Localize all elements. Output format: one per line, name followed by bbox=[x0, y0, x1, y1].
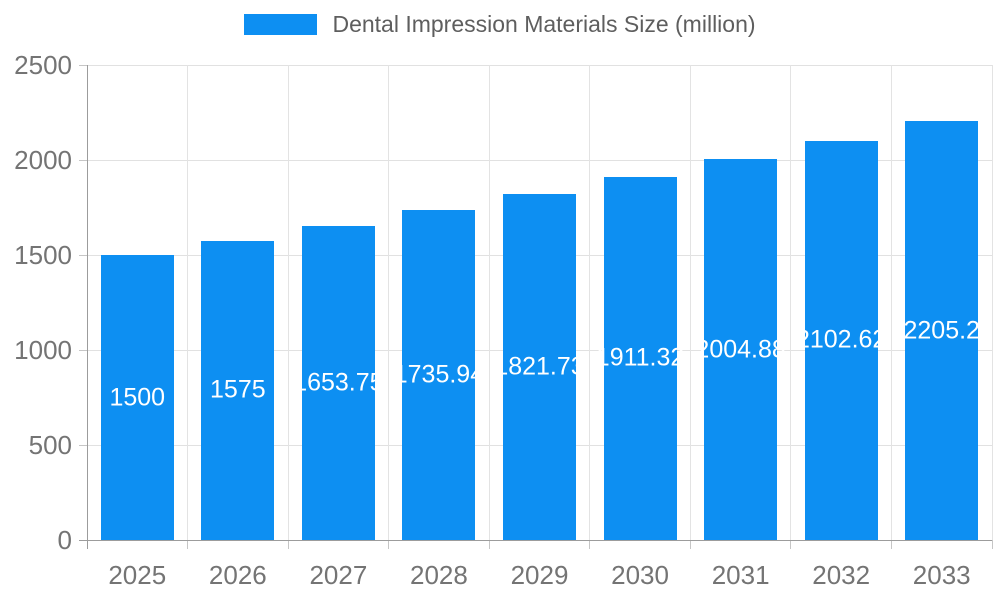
x-tick-mark bbox=[488, 540, 490, 549]
bar[interactable] bbox=[201, 240, 275, 540]
chart-legend: Dental Impression Materials Size (millio… bbox=[0, 13, 1000, 36]
y-axis-tick-label: 1500 bbox=[14, 240, 72, 270]
y-tick-mark bbox=[79, 444, 87, 446]
x-axis-tick-label: 2029 bbox=[510, 560, 569, 590]
x-tick-mark bbox=[187, 540, 189, 549]
bar[interactable] bbox=[704, 159, 778, 540]
bar-value-label: 1500 bbox=[109, 383, 166, 411]
bar-value-label: 2205.2 bbox=[903, 316, 980, 344]
bar[interactable] bbox=[301, 225, 375, 540]
x-tick-mark bbox=[689, 540, 691, 549]
x-axis-tick-label: 2026 bbox=[208, 560, 267, 590]
x-gridline bbox=[890, 65, 892, 540]
x-gridline bbox=[488, 65, 490, 540]
x-gridline bbox=[589, 65, 591, 540]
x-gridline bbox=[991, 65, 993, 540]
y-tick-mark bbox=[79, 349, 87, 351]
x-gridline bbox=[689, 65, 691, 540]
bar-value-label: 2004.88 bbox=[695, 335, 786, 364]
x-axis-tick-label: 2027 bbox=[309, 560, 368, 590]
y-axis-tick-label: 2500 bbox=[14, 50, 72, 80]
x-axis-tick-label: 2028 bbox=[410, 560, 468, 590]
x-tick-mark bbox=[790, 540, 792, 549]
y-axis-tick-label: 500 bbox=[28, 430, 72, 460]
x-gridline bbox=[287, 65, 289, 540]
bar-value-label: 2102.62 bbox=[795, 325, 887, 354]
bar-value-label: 1653.75 bbox=[293, 368, 384, 397]
x-axis-tick-label: 2025 bbox=[108, 560, 167, 590]
y-axis-line bbox=[86, 65, 88, 549]
y-tick-mark bbox=[79, 254, 87, 256]
x-gridline bbox=[790, 65, 792, 540]
y-gridline bbox=[87, 64, 992, 66]
x-tick-mark bbox=[287, 540, 289, 549]
x-tick-mark bbox=[890, 540, 892, 549]
bar-value-label: 1575 bbox=[210, 375, 266, 404]
x-gridline bbox=[388, 65, 390, 540]
y-gridline bbox=[87, 159, 992, 161]
x-tick-mark bbox=[991, 540, 993, 549]
x-axis-tick-label: 2030 bbox=[611, 560, 669, 590]
x-tick-mark bbox=[589, 540, 591, 549]
bar[interactable] bbox=[603, 176, 677, 540]
y-tick-mark bbox=[79, 64, 87, 66]
bar-value-label: 1821.73 bbox=[494, 352, 585, 381]
bar[interactable] bbox=[503, 193, 576, 540]
x-axis-tick-label: 2033 bbox=[912, 560, 971, 590]
bar[interactable] bbox=[804, 140, 878, 540]
legend-swatch-icon bbox=[244, 14, 318, 35]
bar[interactable] bbox=[402, 210, 476, 540]
x-gridline bbox=[187, 65, 189, 540]
bar-value-label: 1911.32 bbox=[595, 343, 685, 372]
x-axis-tick-label: 2032 bbox=[812, 560, 871, 590]
y-axis-tick-label: 2000 bbox=[14, 145, 72, 175]
y-tick-mark bbox=[79, 159, 87, 161]
x-axis-line bbox=[79, 539, 992, 541]
bar-value-label: 1735.94 bbox=[393, 360, 485, 389]
x-tick-mark bbox=[388, 540, 390, 549]
bar[interactable] bbox=[905, 121, 979, 540]
legend-label: Dental Impression Materials Size (millio… bbox=[332, 11, 756, 37]
y-axis-tick-label: 0 bbox=[57, 525, 72, 555]
y-axis-tick-label: 1000 bbox=[14, 335, 72, 365]
legend-item[interactable]: Dental Impression Materials Size (millio… bbox=[244, 11, 756, 37]
x-axis-tick-label: 2031 bbox=[711, 560, 770, 590]
bar[interactable] bbox=[100, 255, 174, 540]
